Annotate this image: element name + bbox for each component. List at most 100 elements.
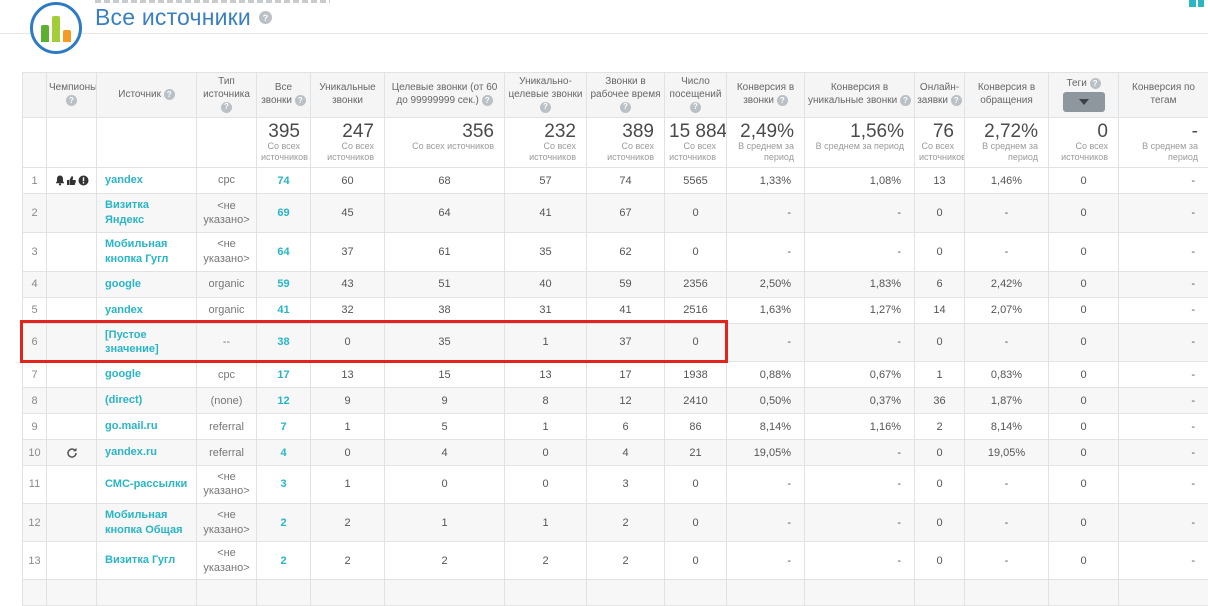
cell-conv_tags: - [1119,466,1208,504]
col-header-conv_tags: Конверсия по тегам [1119,73,1208,118]
cell-conv_unique_calls: - [805,232,915,271]
all-calls-link[interactable]: 4 [280,447,286,459]
cell-all_calls: 2 [257,542,311,580]
source-link[interactable]: google [105,368,141,380]
title-help-icon[interactable]: ? [259,11,272,24]
col-header-label: Звонки в рабочее время [590,76,660,100]
all-calls-link[interactable]: 64 [277,246,289,258]
all-calls-link[interactable]: 12 [277,395,289,407]
all-calls-link[interactable]: 2 [280,555,286,567]
all-calls-link[interactable]: 2 [280,517,286,529]
source-link[interactable]: google [105,278,141,290]
all-calls-link[interactable]: 17 [277,369,289,381]
source-link[interactable]: [Пустое значение] [105,329,159,356]
cell-work_time_calls: 12 [587,388,665,414]
all-calls-link[interactable]: 59 [277,278,289,290]
help-icon[interactable]: ? [951,95,962,106]
help-icon[interactable]: ? [690,102,701,113]
help-icon[interactable]: ? [164,89,175,100]
cell-conv_requests: 8,14% [965,414,1049,440]
all-calls-link[interactable]: 74 [277,175,289,187]
source-link[interactable]: yandex.ru [105,446,157,458]
summary-sublabel: Со всех источников [1053,141,1108,162]
cell-online_requests: 1 [915,362,965,388]
all-calls-link[interactable]: 38 [277,336,289,348]
help-icon[interactable]: ? [482,95,493,106]
all-calls-link[interactable]: 7 [280,421,286,433]
help-icon[interactable]: ? [620,102,631,113]
cell-work_time_calls: 37 [587,323,665,362]
tags-filter-dropdown[interactable] [1063,92,1105,112]
help-icon[interactable]: ? [66,95,77,106]
cell-target_calls [385,580,505,606]
summary-value: 76 [919,122,954,142]
source-type-cell: cpc [197,168,257,194]
source-link[interactable]: Мобильная кнопка Гугл [105,238,168,265]
cell-conv_calls: - [727,542,805,580]
source-cell: yandex.ru [97,440,197,466]
help-icon[interactable]: ? [900,95,911,106]
cell-all_calls: 64 [257,232,311,271]
header-divider [0,33,1208,34]
cell-online_requests: 36 [915,388,965,414]
summary-conv_requests: 2,72%В среднем за период [965,117,1049,168]
source-link[interactable]: yandex [105,174,143,186]
cell-unique_target_calls: 1 [505,414,587,440]
help-icon[interactable]: ? [777,95,788,106]
cell-conv_calls: 0,50% [727,388,805,414]
cell-online_requests: 6 [915,271,965,297]
source-link[interactable]: Мобильная кнопка Общая [105,509,183,536]
cell-online_requests: 14 [915,297,965,323]
row-number: 2 [23,194,47,233]
cell-unique_calls: 1 [311,414,385,440]
help-icon[interactable]: ? [221,102,232,113]
col-header-label: Конверсия в обращения [978,82,1035,106]
source-type-cell: <не указано> [197,542,257,580]
cell-tags: 0 [1049,297,1119,323]
cell-unique_calls: 43 [311,271,385,297]
cell-tags: 0 [1049,362,1119,388]
cell-online_requests [915,580,965,606]
summary-value: 356 [389,122,494,142]
cell-conv_calls: - [727,323,805,362]
all-calls-link[interactable]: 69 [277,207,289,219]
cell-unique_target_calls: 13 [505,362,587,388]
cell-conv_calls: - [727,194,805,233]
cell-all_calls: 17 [257,362,311,388]
source-link[interactable]: Визитка Яндекс [105,199,149,226]
all-calls-link[interactable]: 41 [277,304,289,316]
source-cell [97,580,197,606]
col-header-label: Все звонки [261,82,292,106]
cell-conv_calls [727,580,805,606]
help-icon[interactable]: ? [1090,78,1101,89]
source-link[interactable]: Визитка Гугл [105,554,175,566]
source-link[interactable]: go.mail.ru [105,420,158,432]
champions-cell [47,388,97,414]
source-link[interactable]: СМС-рассылки [105,478,187,490]
help-icon[interactable]: ? [540,102,551,113]
source-link[interactable]: yandex [105,304,143,316]
cell-tags: 0 [1049,542,1119,580]
source-link[interactable]: (direct) [105,394,142,406]
cell-unique_target_calls: 0 [505,466,587,504]
cell-work_time_calls: 41 [587,297,665,323]
cell-conv_calls: - [727,232,805,271]
help-icon[interactable]: ? [295,95,306,106]
summary-value: 247 [315,122,374,142]
all-calls-link[interactable]: 3 [280,478,286,490]
cell-visits: 0 [665,323,727,362]
cell-unique_calls: 2 [311,542,385,580]
source-type-cell: organic [197,271,257,297]
source-type-cell: <не указано> [197,466,257,504]
cell-target_calls: 51 [385,271,505,297]
cell-conv_requests: - [965,232,1049,271]
excel-icon[interactable] [1189,0,1204,7]
cell-conv_calls: - [727,466,805,504]
cell-online_requests: 0 [915,466,965,504]
source-cell: [Пустое значение] [97,323,197,362]
refresh-icon[interactable] [66,447,78,459]
